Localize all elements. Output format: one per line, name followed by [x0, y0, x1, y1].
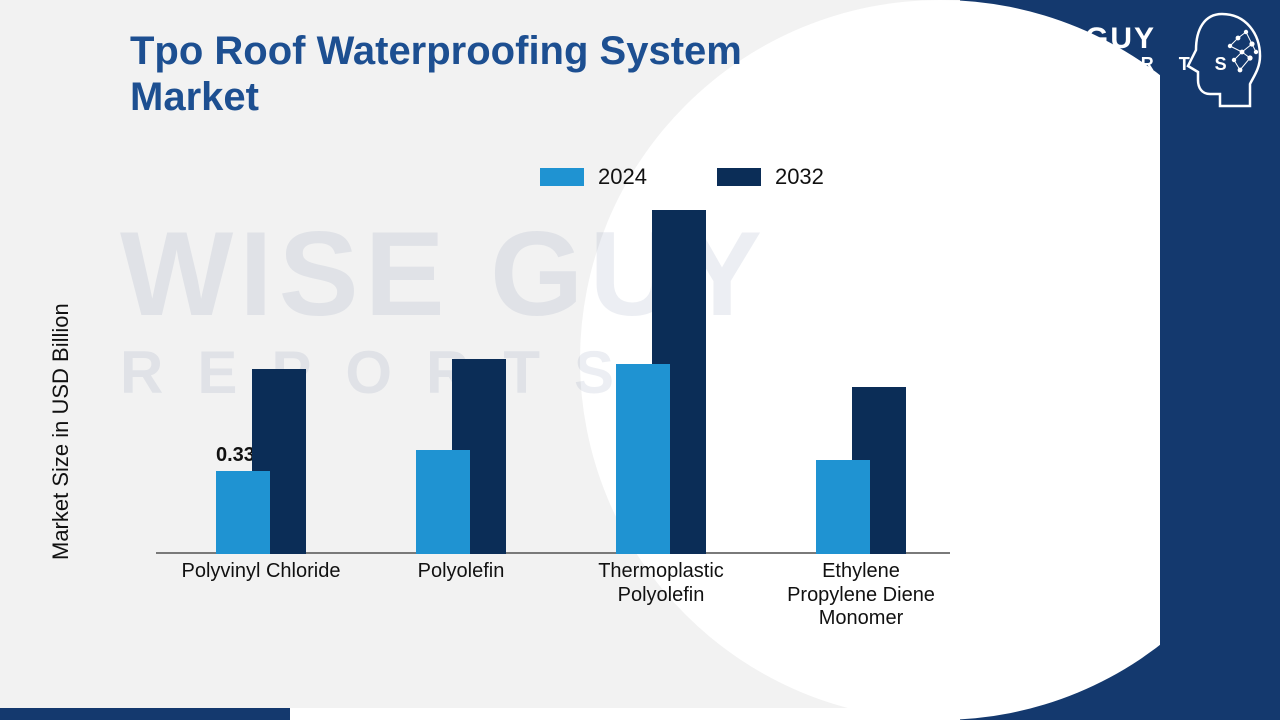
- bar-group: Thermoplastic Polyolefin: [616, 200, 706, 554]
- plot-area: 0.33Polyvinyl Chloride Polyolefin Thermopl…: [156, 200, 950, 554]
- bar-value-label: 0.33: [216, 444, 255, 467]
- category-label: Polyvinyl Chloride: [176, 554, 346, 584]
- legend-label-2032: 2032: [775, 164, 824, 190]
- chart-container: { "title": "Tpo Roof Waterproofing Syste…: [0, 0, 1280, 720]
- legend-swatch-2032: [717, 168, 761, 186]
- legend-item-2024: 2024: [540, 164, 647, 190]
- bar-chart: 0.33Polyvinyl ChloridePolyolefinThermopl…: [90, 200, 950, 630]
- legend-item-2032: 2032: [717, 164, 824, 190]
- category-label: Thermoplastic Polyolefin: [576, 554, 746, 607]
- bar-2024: [816, 460, 870, 554]
- legend: 2024 2032: [540, 164, 824, 190]
- bar-2024: [216, 471, 270, 554]
- bottom-accent-bar: [0, 708, 290, 720]
- legend-label-2024: 2024: [598, 164, 647, 190]
- bar-2024: [616, 364, 670, 554]
- legend-swatch-2024: [540, 168, 584, 186]
- y-axis-label: Market Size in USD Billion: [48, 303, 74, 560]
- bar-group: Ethylene Propylene Diene Monomer: [816, 200, 906, 554]
- bar-group: 0.33Polyvinyl Chloride: [216, 200, 306, 554]
- brand-head-icon: [1180, 10, 1264, 110]
- chart-title: Tpo Roof Waterproofing System Market: [130, 28, 750, 120]
- bar-group: Polyolefin: [416, 200, 506, 554]
- category-label: Polyolefin: [376, 554, 546, 584]
- category-label: Ethylene Propylene Diene Monomer: [776, 554, 946, 631]
- bar-2024: [416, 450, 470, 554]
